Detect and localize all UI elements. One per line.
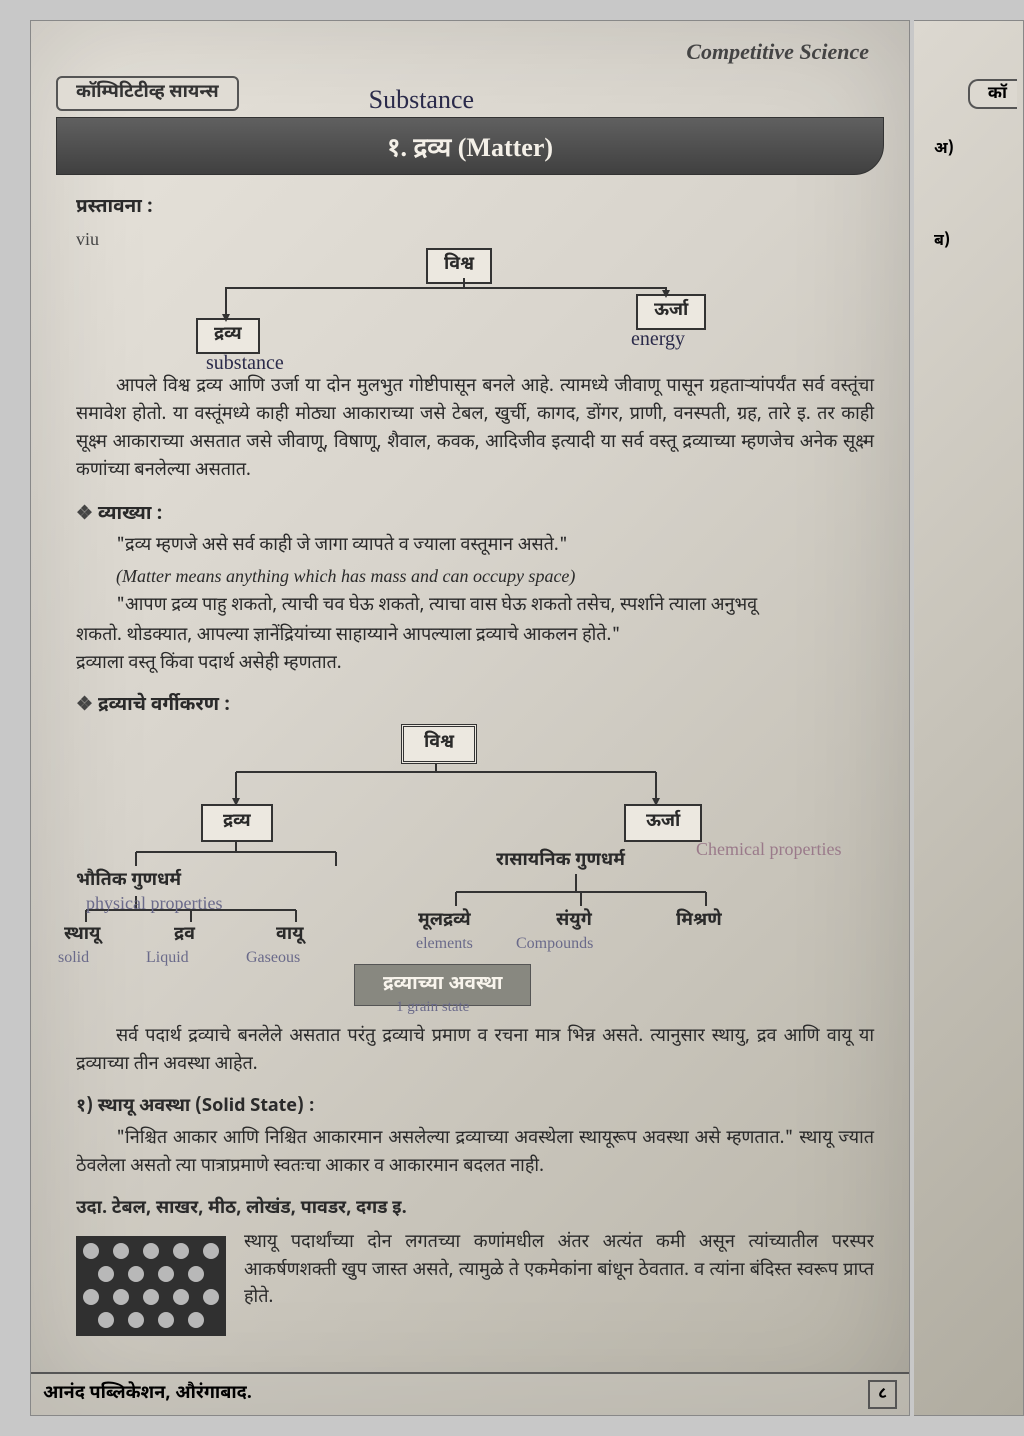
classification-diagram: विश्व द्रव्य ऊर्जा भौतिक गुणधर्म रासायनि… <box>76 724 874 1014</box>
vyakhya-label: व्याख्या : <box>76 500 874 529</box>
hand-state: 1 grain state <box>396 996 469 1019</box>
chapter-title-bar: १. द्रव्य (Matter) <box>56 117 884 175</box>
hand-gaseous: Gaseous <box>246 946 300 971</box>
hand-liquid: Liquid <box>146 946 189 971</box>
adjacent-page: कॉ अ) ब) <box>914 20 1024 1416</box>
hand-chemical: Chemical properties <box>696 836 841 864</box>
publisher: आनंद पब्लिकेशन, औरंगाबाद. <box>43 1383 252 1406</box>
solid-row: स्थायू पदार्थांच्या दोन लगतच्या कणांमधील… <box>76 1230 874 1342</box>
vyakhya-q3: "आपण द्रव्य पाहु शकतो, त्याची चव घेऊ शकत… <box>116 593 874 621</box>
mishrane-label: मिश्रणे <box>676 908 722 936</box>
content-area: प्रस्तावना : viu विश्व द्रव्य ऊर्जा subs… <box>31 175 909 1352</box>
vyakhya-p2: शकतो. थोडक्यात, आपल्या ज्ञानेंद्रियांच्य… <box>76 623 874 651</box>
box-dravya2: द्रव्य <box>201 804 273 842</box>
hand-solid: solid <box>58 946 89 971</box>
solid-head-text: स्थायू अवस्था (Solid State) : <box>98 1096 315 1119</box>
intro-label: प्रस्तावना : <box>76 193 874 222</box>
handwritten-substance: Substance <box>369 85 474 115</box>
box-urja2: ऊर्जा <box>624 804 702 842</box>
diagram-lines <box>76 226 876 366</box>
solid-p1: "निश्चित आकार आणि निश्चित आकारमान असलेल्… <box>76 1126 874 1182</box>
vyakhya-q1: "द्रव्य म्हणजे असे सर्व काही जे जागा व्य… <box>116 533 874 561</box>
series-pill: कॉम्पिटिटीव्ह सायन्स <box>56 76 239 111</box>
footer: आनंद पब्लिकेशन, औरंगाबाद. ८ <box>31 1372 909 1415</box>
header-row: कॉम्पिटिटीव्ह सायन्स Substance <box>56 76 884 111</box>
page: Competitive Science कॉम्पिटिटीव्ह सायन्स… <box>30 20 910 1416</box>
varg-label: द्रव्याचे वर्गीकरण : <box>76 691 874 720</box>
page-number: ८ <box>868 1380 897 1409</box>
side-opt-a: अ) <box>934 139 954 160</box>
vyakhya-p3: द्रव्याला वस्तू किंवा पदार्थ असेही म्हणत… <box>76 651 874 679</box>
solid-heading: १) स्थायू अवस्था (Solid State) : <box>76 1094 874 1122</box>
hand-compounds: Compounds <box>516 932 593 957</box>
rasayanik-label: रासायनिक गुणधर्म <box>496 848 625 876</box>
varg-para: सर्व पदार्थ द्रव्याचे बनलेले असतात परंतु… <box>76 1024 874 1080</box>
vyakhya-q2: (Matter means anything which has mass an… <box>116 563 874 591</box>
intro-diagram: viu विश्व द्रव्य ऊर्जा substance energy <box>76 226 874 366</box>
intro-para: आपले विश्व द्रव्य आणि उर्जा या दोन मुलभु… <box>76 374 874 486</box>
side-pill-1: कॉ <box>968 79 1017 109</box>
solid-uda: उदा. टेबल, साखर, मीठ, लोखंड, पावडर, दगड … <box>76 1196 874 1224</box>
hand-physical: physical properties <box>86 890 222 918</box>
hand-elements: elements <box>416 932 473 957</box>
brand-title: Competitive Science <box>686 39 869 65</box>
solid-pattern-image <box>76 1236 226 1336</box>
solid-num: १) <box>76 1096 93 1119</box>
box-vishva2: विश्व <box>401 724 477 764</box>
side-opt-b: ब) <box>934 231 950 252</box>
